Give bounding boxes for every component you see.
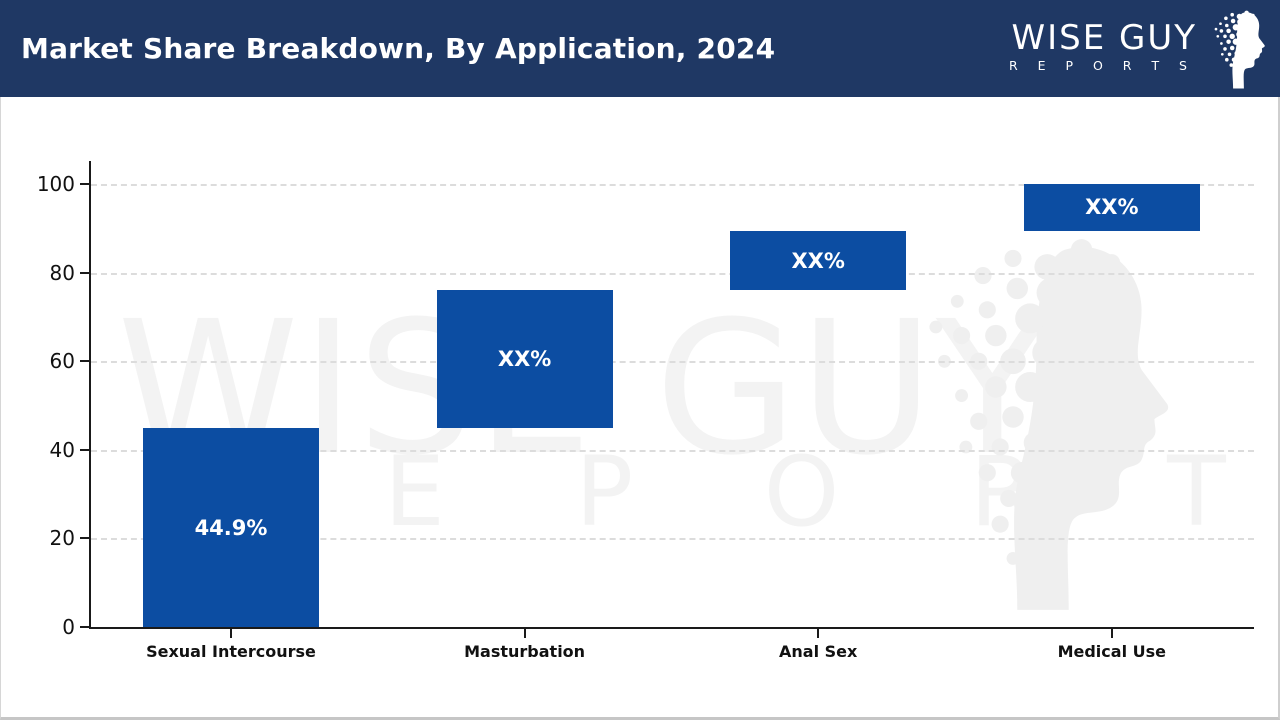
y-tick-80 — [80, 271, 89, 274]
brand-subname: R E P O R T S — [1008, 58, 1195, 73]
bar-value-label: XX% — [1085, 195, 1139, 220]
x-axis-line — [89, 627, 1254, 629]
y-tick-60 — [80, 360, 89, 363]
gridline-80 — [91, 272, 1254, 275]
x-tick-1 — [523, 629, 526, 638]
y-tick-label-0: 0 — [62, 615, 75, 639]
header-bar: Market Share Breakdown, By Application, … — [0, 0, 1280, 97]
y-tick-100 — [80, 183, 89, 185]
gridline-100 — [91, 184, 1254, 186]
y-axis-line — [89, 161, 91, 629]
x-category-label: Anal Sex — [779, 642, 858, 661]
waterfall-chart: 0 20 40 60 80 100 44.9% Sexual Intercourse XX% Ma… — [1, 97, 1279, 717]
brand-name: WISE GUY — [1011, 18, 1197, 58]
brand-head-icon — [1214, 10, 1265, 89]
x-category-label: Sexual Intercourse — [146, 642, 316, 661]
y-tick-label-20: 20 — [49, 526, 75, 551]
x-tick-0 — [230, 629, 232, 638]
brand-logo: WISE GUY R E P O R T S — [1009, 21, 1197, 73]
gridline-60 — [91, 361, 1254, 364]
bar-anal-sex: XX% — [730, 230, 907, 291]
y-tick-label-60: 60 — [49, 349, 75, 374]
y-tick-20 — [80, 537, 89, 540]
gridline-20 — [91, 538, 1254, 541]
page-title: Market Share Breakdown, By Application, … — [21, 32, 776, 65]
x-tick-2 — [817, 629, 820, 638]
y-tick-label-80: 80 — [49, 260, 75, 285]
gridline-40 — [91, 449, 1254, 452]
y-tick-label-40: 40 — [49, 437, 75, 462]
x-tick-3 — [1110, 629, 1113, 638]
y-tick-0 — [80, 626, 89, 628]
bar-masturbation: XX% — [436, 290, 613, 429]
bar-medical-use: XX% — [1023, 184, 1200, 231]
watermark-head-icon — [929, 239, 1169, 610]
bar-value-label: XX% — [497, 347, 552, 372]
bar-sexual-intercourse: 44.9% — [143, 428, 319, 627]
x-category-label: Medical Use — [1057, 642, 1166, 661]
y-tick-40 — [80, 448, 89, 451]
x-category-label: Masturbation — [464, 642, 586, 661]
y-tick-label-100: 100 — [36, 172, 75, 196]
bar-value-label: 44.9% — [194, 515, 268, 540]
bar-value-label: XX% — [791, 248, 845, 273]
